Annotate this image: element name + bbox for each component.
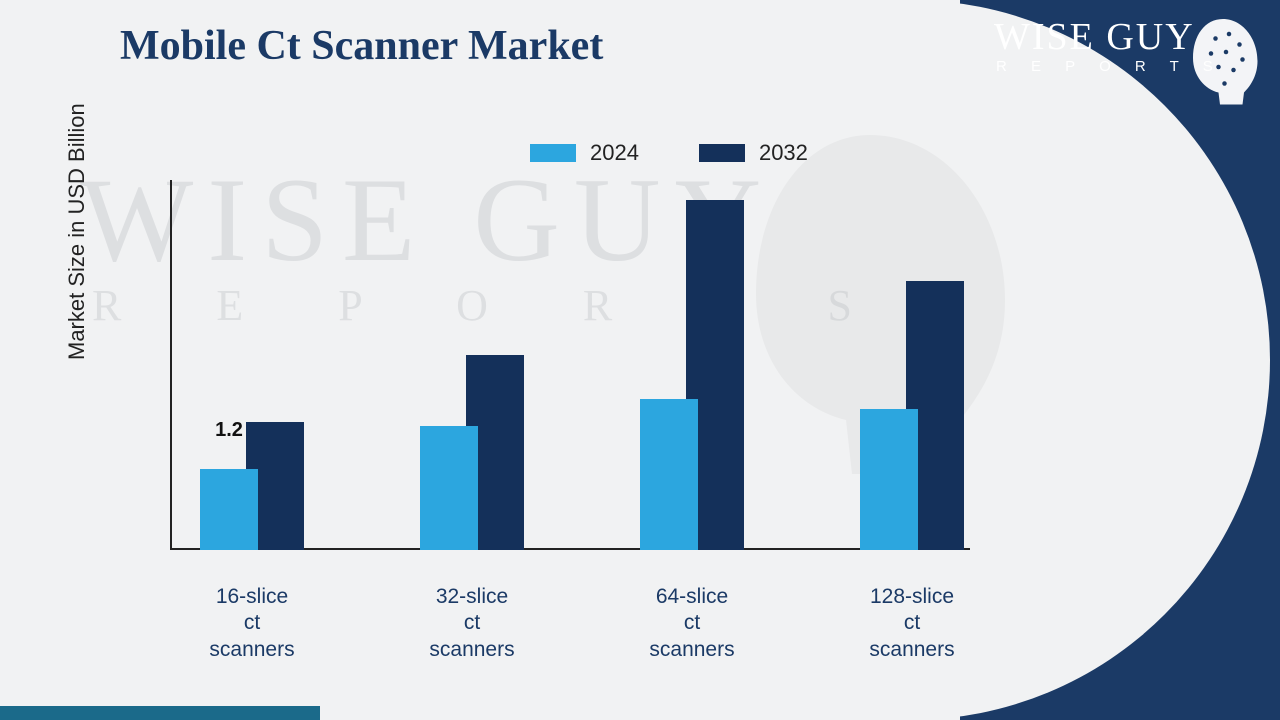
logo-head-icon <box>1184 16 1262 106</box>
legend-item-2032: 2032 <box>699 140 808 166</box>
bar-value-label: 1.2 <box>215 419 243 442</box>
x-category-label: 64-slicectscanners <box>617 584 767 663</box>
bar <box>200 469 258 550</box>
bottom-strip <box>0 706 320 720</box>
bar <box>640 399 698 550</box>
x-category-label: 16-slicectscanners <box>177 584 327 663</box>
legend-swatch-2032 <box>699 144 745 162</box>
y-axis-label: Market Size in USD Billion <box>64 103 90 360</box>
x-category-label: 128-slicectscanners <box>837 584 987 663</box>
infographic-stage: WISE GUY R E P O R T S WISE GUY R E P O … <box>0 0 1280 720</box>
x-category-label: 32-slicectscanners <box>397 584 547 663</box>
legend-swatch-2024 <box>530 144 576 162</box>
bar-chart: 1.2 <box>130 180 970 580</box>
legend-label-2032: 2032 <box>759 140 808 166</box>
legend: 2024 2032 <box>530 140 808 166</box>
bar <box>420 426 478 550</box>
plot-area: 1.2 <box>170 180 970 550</box>
legend-item-2024: 2024 <box>530 140 639 166</box>
legend-label-2024: 2024 <box>590 140 639 166</box>
bar <box>860 409 918 550</box>
chart-title: Mobile Ct Scanner Market <box>120 22 603 70</box>
